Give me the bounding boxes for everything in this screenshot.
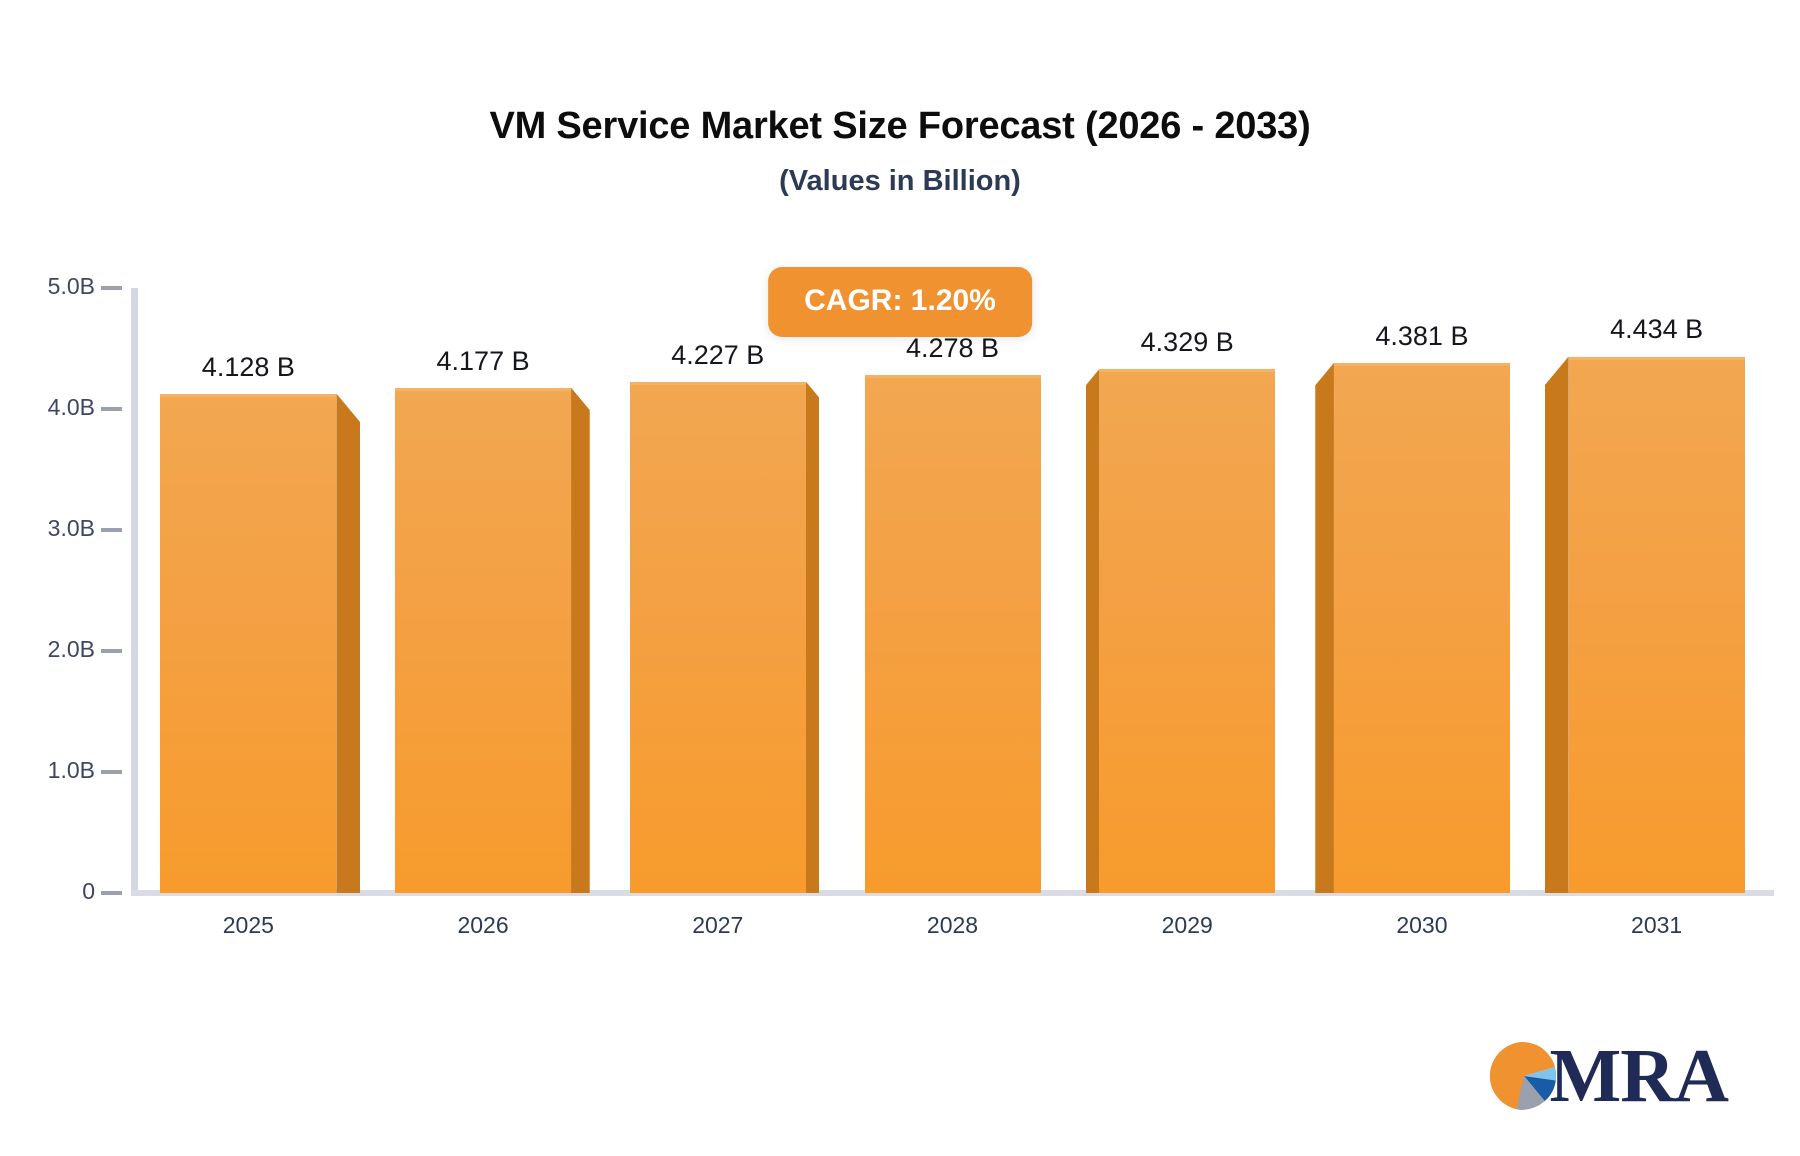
y-axis-tick-label: 4.0B — [47, 394, 95, 420]
bar-top-highlight — [395, 387, 572, 391]
x-axis-label-2026: 2026 — [457, 912, 509, 938]
chart-title: VM Service Market Size Forecast (2026 - … — [489, 105, 1311, 147]
x-axis-label-2025: 2025 — [222, 912, 274, 938]
bar-top-highlight — [1333, 362, 1510, 366]
y-axis-tick-mark — [101, 528, 122, 532]
bar-value-label: 4.227 B — [671, 339, 765, 370]
bar-2028[interactable] — [864, 375, 1041, 893]
bar-top-highlight — [1568, 356, 1745, 360]
y-axis-tick-label: 1.0B — [47, 757, 95, 783]
x-axis-label-2029: 2029 — [1161, 912, 1213, 938]
x-axis-label-2027: 2027 — [692, 912, 744, 938]
bar-value-label: 4.329 B — [1140, 327, 1234, 358]
bar-2029[interactable] — [1085, 369, 1276, 893]
bar-top-highlight — [160, 393, 337, 397]
bar-2030[interactable] — [1315, 362, 1510, 893]
y-axis-tick-label: 5.0B — [47, 273, 95, 299]
y-axis-tick-mark — [101, 286, 122, 290]
y-axis-tick-mark — [101, 407, 122, 411]
bar-face — [629, 381, 806, 893]
bar-value-label: 4.278 B — [905, 333, 1000, 364]
bar-side-panel — [1315, 362, 1334, 893]
bar-value-label: 4.177 B — [436, 345, 530, 376]
x-axis-label-2031: 2031 — [1631, 912, 1683, 938]
bar-value-label: 4.381 B — [1375, 320, 1469, 351]
bar-top-highlight — [629, 381, 806, 385]
bar-value-label: 4.128 B — [201, 351, 295, 382]
y-axis-tick-label: 0 — [82, 878, 95, 904]
bar-2031[interactable] — [1544, 356, 1745, 893]
chart-subtitle: (Values in Billion) — [779, 164, 1021, 197]
bar-2027[interactable] — [629, 381, 820, 893]
y-axis-tick-label: 3.0B — [47, 515, 95, 541]
x-axis-label-2030: 2030 — [1396, 912, 1448, 938]
bar-side-panel — [336, 393, 361, 893]
y-axis-tick-mark — [101, 649, 122, 653]
bar-face — [1568, 356, 1745, 893]
bar-side-panel — [805, 381, 820, 893]
x-axis-label-2028: 2028 — [926, 912, 979, 938]
bars-layer — [131, 0, 1774, 1156]
y-axis-tick-mark — [101, 891, 122, 895]
y-axis-tick-mark — [101, 770, 122, 774]
bar-top-highlight — [1099, 369, 1276, 373]
bar-face — [1333, 362, 1510, 893]
cagr-badge: CAGR: 1.20% — [768, 267, 1032, 337]
bar-face — [395, 387, 572, 893]
chart-header: VM Service Market Size Forecast (2026 - … — [0, 104, 1800, 198]
pie-chart-logo-icon — [1490, 1041, 1557, 1111]
y-axis-line — [131, 288, 138, 893]
bar-side-panel — [1544, 356, 1569, 893]
x-axis-line — [131, 890, 1774, 896]
logo-text: MRA — [1549, 1034, 1729, 1118]
bar-side-panel — [571, 387, 590, 893]
bar-face — [1099, 369, 1276, 893]
bar-face — [864, 375, 1041, 893]
y-axis-tick-label: 2.0B — [47, 636, 95, 662]
bar-top-highlight — [864, 375, 1041, 379]
bar-value-label: 4.434 B — [1610, 314, 1704, 345]
bar-2026[interactable] — [395, 387, 590, 893]
bar-2025[interactable] — [160, 393, 361, 893]
bar-side-panel — [1085, 369, 1100, 893]
mra-logo: MRA — [1487, 1034, 1729, 1118]
bar-face — [160, 393, 337, 893]
